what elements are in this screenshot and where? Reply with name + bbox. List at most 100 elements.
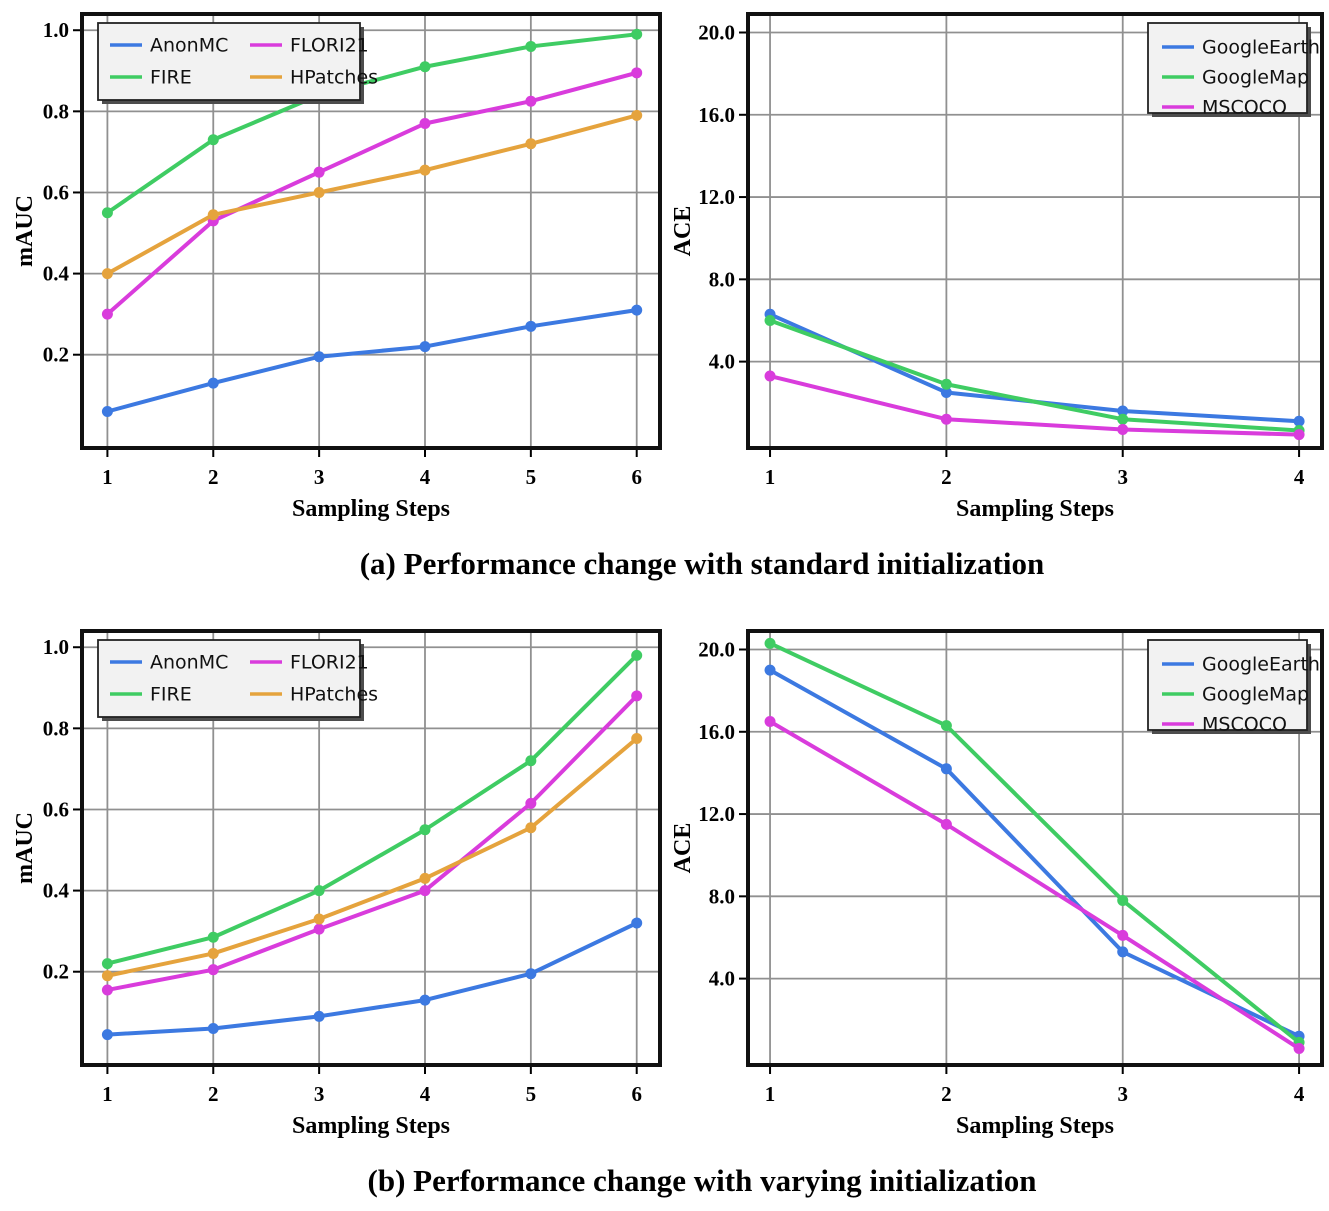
- x-tick-label: 2: [208, 1082, 219, 1106]
- x-axis-label: Sampling Steps: [956, 1113, 1114, 1139]
- legend-label: FLORI21: [290, 652, 369, 674]
- data-point: [940, 763, 952, 775]
- caption-a: (a) Performance change with standard ini…: [359, 546, 1045, 581]
- data-point: [525, 40, 537, 52]
- chart-svg-mauc-varying: 1 2 3 4 5 6 0.2 0.4 0.6 0.8 1.0 Sampling Steps mAUC A…: [12, 629, 662, 1139]
- data-point: [101, 984, 113, 996]
- legend-item-HPatches: HPatches: [250, 67, 378, 89]
- data-point: [101, 958, 113, 970]
- data-point: [419, 994, 431, 1006]
- chart-ace-varying: 1 2 3 4 4.0 8.0 12.0 16.0 20.0 Sampling Steps ACE G…: [664, 617, 1329, 1177]
- chart-svg-mauc-standard: 1 2 3 4 5 6 0.2 0.4 0.6 0.8 1.0 Sampling Steps mAUC A…: [12, 12, 662, 522]
- legend-item-FIRE: FIRE: [110, 67, 192, 89]
- data-point: [525, 968, 537, 980]
- tick-labels: 1 2 3 4 4.0 8.0 12.0 16.0 20.0: [698, 638, 1305, 1106]
- series-line-GoogleMap: [768, 641, 1302, 1045]
- y-tick-label: 12.0: [698, 802, 735, 826]
- y-tick-label: 0.6: [43, 797, 69, 821]
- y-tick-label: 20.0: [698, 21, 735, 45]
- data-point: [940, 378, 952, 390]
- data-point: [419, 341, 431, 353]
- x-tick-label: 3: [1117, 1082, 1128, 1106]
- data-point: [525, 320, 537, 332]
- x-tick-label: 6: [631, 1082, 642, 1106]
- axes-frame: [746, 12, 1324, 450]
- legend: AnonMC FIRE FLORI21 HPatches: [97, 22, 378, 104]
- legend-label: MSCOCO: [1202, 714, 1287, 736]
- data-point: [419, 164, 431, 176]
- data-point: [1117, 929, 1129, 941]
- data-point: [1117, 405, 1129, 417]
- data-point: [764, 664, 776, 676]
- data-point: [101, 1029, 113, 1041]
- series-line-HPatches: [105, 736, 639, 978]
- x-tick-label: 1: [765, 465, 776, 489]
- data-point: [207, 947, 219, 959]
- x-tick-label: 4: [420, 1082, 431, 1106]
- legend-item-HPatches: HPatches: [250, 684, 378, 706]
- legend-item-FLORI21: FLORI21: [250, 652, 369, 674]
- y-tick-label: 0.8: [43, 716, 69, 740]
- x-tick-label: 1: [102, 465, 113, 489]
- legend-item-FLORI21: FLORI21: [250, 35, 369, 57]
- x-tick-label: 6: [631, 465, 642, 489]
- legend-item-GoogleMap: GoogleMap: [1162, 684, 1309, 706]
- y-tick-label: 16.0: [698, 103, 735, 127]
- data-point: [313, 923, 325, 935]
- y-tick-label: 4.0: [709, 967, 735, 991]
- data-point: [101, 970, 113, 982]
- y-axis-label: mAUC: [12, 812, 38, 884]
- data-point: [1293, 415, 1305, 427]
- y-tick-label: 1.0: [43, 635, 69, 659]
- x-tick-label: 2: [941, 465, 952, 489]
- data-point: [101, 207, 113, 219]
- data-point: [207, 931, 219, 943]
- series-line-MSCOCO: [768, 719, 1302, 1051]
- data-point: [419, 118, 431, 130]
- data-point: [631, 28, 643, 40]
- data-point: [207, 134, 219, 146]
- tick-marks: [73, 29, 638, 457]
- legend: GoogleEarth GoogleMap MSCOCO: [1147, 639, 1320, 736]
- data-point: [631, 690, 643, 702]
- data-point: [525, 797, 537, 809]
- x-axis-label: Sampling Steps: [292, 496, 450, 522]
- y-tick-label: 4.0: [709, 350, 735, 374]
- legend-label: AnonMC: [150, 652, 228, 674]
- data-point: [419, 885, 431, 897]
- data-point: [631, 109, 643, 121]
- legend-label: HPatches: [290, 684, 378, 706]
- data-point: [313, 1010, 325, 1022]
- legend-label: GoogleEarth: [1202, 654, 1320, 676]
- legend-item-FIRE: FIRE: [110, 684, 192, 706]
- data-point: [313, 351, 325, 363]
- series-line-FIRE: [105, 653, 639, 966]
- x-tick-label: 3: [314, 1082, 325, 1106]
- y-tick-label: 0.4: [43, 879, 70, 903]
- legend-label: FIRE: [150, 684, 192, 706]
- y-tick-label: 20.0: [698, 638, 735, 662]
- data-point: [525, 822, 537, 834]
- tick-marks: [73, 646, 638, 1074]
- caption-b: (b) Performance change with varying init…: [367, 1163, 1037, 1198]
- tick-labels: 1 2 3 4 5 6 0.2 0.4 0.6 0.8 1.0: [43, 18, 642, 489]
- legend-label: MSCOCO: [1202, 97, 1287, 119]
- tick-marks: [739, 648, 1301, 1074]
- y-tick-label: 8.0: [709, 267, 735, 291]
- x-tick-label: 3: [314, 465, 325, 489]
- data-point: [631, 649, 643, 661]
- legend-item-AnonMC: AnonMC: [110, 35, 228, 57]
- legend-item-AnonMC: AnonMC: [110, 652, 228, 674]
- x-axis-label: Sampling Steps: [292, 1113, 450, 1139]
- legend-box: [1147, 639, 1308, 731]
- axes-frame: [746, 629, 1324, 1067]
- series-line-MSCOCO: [768, 374, 1302, 437]
- data-point: [207, 1022, 219, 1034]
- x-tick-label: 2: [941, 1082, 952, 1106]
- y-tick-label: 0.2: [43, 960, 69, 984]
- series-FLORI21: [101, 690, 643, 996]
- x-tick-label: 2: [208, 465, 219, 489]
- y-tick-label: 16.0: [698, 720, 735, 744]
- data-point: [1117, 423, 1129, 435]
